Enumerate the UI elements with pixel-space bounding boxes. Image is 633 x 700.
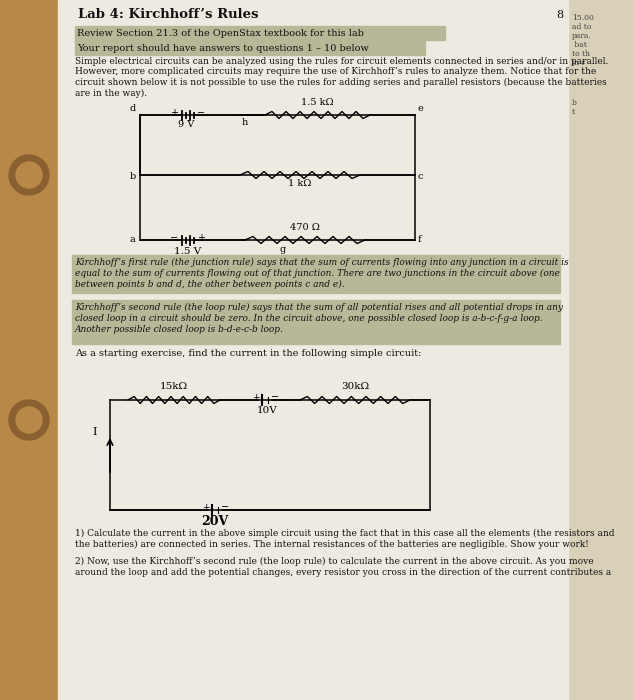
Text: a: a: [130, 235, 135, 244]
Text: Another possible closed loop is b-d-e-c-b loop.: Another possible closed loop is b-d-e-c-…: [75, 325, 284, 334]
Text: 20V: 20V: [201, 515, 229, 528]
Text: closed loop in a circuit should be zero. In the circuit above, one possible clos: closed loop in a circuit should be zero.…: [75, 314, 542, 323]
Text: However, more complicated circuits may require the use of Kirchhoff’s rules to a: However, more complicated circuits may r…: [75, 67, 596, 76]
Text: −: −: [170, 233, 178, 243]
Text: m r: m r: [572, 59, 585, 67]
Text: around the loop and add the potential changes, every resistor you cross in the d: around the loop and add the potential ch…: [75, 568, 611, 577]
Text: I: I: [92, 427, 96, 437]
Text: −: −: [197, 108, 205, 118]
Circle shape: [16, 407, 42, 433]
Text: are in the way).: are in the way).: [75, 88, 147, 97]
Text: h: h: [242, 118, 248, 127]
Text: the batteries) are connected in series. The internal resistances of the batterie: the batteries) are connected in series. …: [75, 540, 589, 549]
Text: g: g: [280, 245, 286, 254]
Bar: [0, 0, 58, 700]
Bar: [72, 255, 560, 293]
Circle shape: [16, 162, 42, 188]
Text: between points b and d, the other between points c and e).: between points b and d, the other betwee…: [75, 280, 344, 289]
Text: e: e: [418, 104, 423, 113]
Text: equal to the sum of currents flowing out of that junction. There are two junctio: equal to the sum of currents flowing out…: [75, 269, 560, 278]
Text: b: b: [130, 172, 136, 181]
Text: t: t: [572, 108, 575, 116]
Text: +: +: [197, 233, 205, 243]
Text: 15kΩ: 15kΩ: [160, 382, 188, 391]
Text: d: d: [130, 104, 136, 113]
Text: to th: to th: [572, 50, 590, 58]
Text: 30kΩ: 30kΩ: [341, 382, 369, 391]
Text: para.: para.: [572, 32, 592, 40]
Text: c: c: [418, 172, 423, 181]
Text: 1.5 kΩ: 1.5 kΩ: [301, 98, 334, 107]
Bar: [58, 0, 568, 700]
Text: 9 V: 9 V: [178, 120, 194, 129]
Bar: [75, 26, 445, 40]
Text: 8: 8: [556, 10, 563, 20]
Text: As a starting exercise, find the current in the following simple circuit:: As a starting exercise, find the current…: [75, 349, 422, 358]
Text: f: f: [418, 235, 422, 244]
Bar: [75, 41, 425, 55]
Text: circuit shown below it is not possible to use the rules for adding series and pa: circuit shown below it is not possible t…: [75, 78, 607, 87]
Text: +: +: [203, 503, 210, 512]
Bar: [568, 0, 633, 700]
Bar: [72, 300, 560, 344]
Text: bat: bat: [572, 41, 587, 49]
Text: +: +: [170, 108, 178, 118]
Text: ad to: ad to: [572, 23, 591, 31]
Text: +: +: [252, 393, 260, 402]
Text: Kirchhoff’s second rule (the loop rule) says that the sum of all potential rises: Kirchhoff’s second rule (the loop rule) …: [75, 303, 563, 312]
Text: Simple electrical circuits can be analyzed using the rules for circuit elements : Simple electrical circuits can be analyz…: [75, 57, 608, 66]
Text: 10V: 10V: [256, 406, 277, 415]
Circle shape: [9, 155, 49, 195]
Text: Lab 4: Kirchhoff’s Rules: Lab 4: Kirchhoff’s Rules: [78, 8, 258, 21]
Text: b: b: [572, 99, 577, 107]
Circle shape: [9, 400, 49, 440]
Text: 1 kΩ: 1 kΩ: [288, 179, 311, 188]
Text: Kirchhoff’s first rule (the junction rule) says that the sum of currents flowing: Kirchhoff’s first rule (the junction rul…: [75, 258, 568, 267]
Text: 15.00: 15.00: [572, 14, 594, 22]
Text: Review Section 21.3 of the OpenStax textbook for this lab: Review Section 21.3 of the OpenStax text…: [77, 29, 364, 38]
Text: Your report should have answers to questions 1 – 10 below: Your report should have answers to quest…: [77, 44, 369, 53]
Text: −: −: [271, 392, 279, 402]
Text: −: −: [221, 502, 229, 512]
Text: 470 Ω: 470 Ω: [290, 223, 320, 232]
Text: 1.5 V: 1.5 V: [174, 247, 202, 256]
Text: 1) Calculate the current in the above simple circuit using the fact that in this: 1) Calculate the current in the above si…: [75, 529, 615, 538]
Text: 2) Now, use the Kirchhoff’s second rule (the loop rule) to calculate the current: 2) Now, use the Kirchhoff’s second rule …: [75, 557, 594, 566]
